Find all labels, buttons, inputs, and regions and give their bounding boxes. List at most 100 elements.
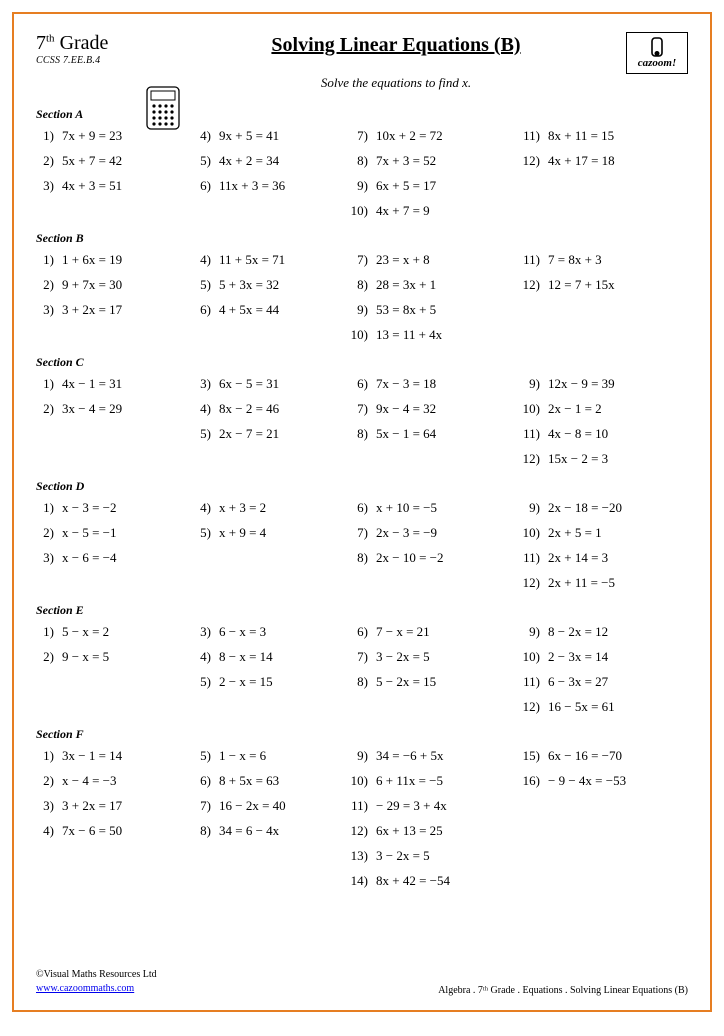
- problem-column: 5)1 − x = 66)8 + 5x = 637)16 − 2x = 408)…: [193, 748, 348, 889]
- problem-number: 5): [193, 153, 219, 169]
- equation-text: 9x + 5 = 41: [219, 128, 279, 144]
- problem-number: 1): [36, 624, 62, 640]
- problem-number: 4): [193, 252, 219, 268]
- problem-row: 10)6 + 11x = −5: [350, 773, 520, 789]
- header: 7th Grade CCSS 7.EE.B.4 Solving Linear E…: [36, 32, 688, 91]
- grade-word: Grade: [55, 32, 109, 54]
- problem-number: 1): [36, 748, 62, 764]
- equation-text: 5 − x = 2: [62, 624, 109, 640]
- problem-grid: 1)5 − x = 22)9 − x = 53)6 − x = 34)8 − x…: [36, 624, 688, 715]
- equation-text: 6x − 16 = −70: [548, 748, 622, 764]
- equation-text: x − 4 = −3: [62, 773, 117, 789]
- problem-column: 7)10x + 2 = 728)7x + 3 = 529)6x + 5 = 17…: [350, 128, 520, 219]
- problem-row: 4)11 + 5x = 71: [193, 252, 348, 268]
- website-link[interactable]: www.cazoommaths.com: [36, 983, 134, 994]
- problem-column: 6)7 − x = 217)3 − 2x = 58)5 − 2x = 15: [350, 624, 520, 715]
- problem-number: 7): [193, 798, 219, 814]
- problem-number: 1): [36, 128, 62, 144]
- problem-column: 6)7x − 3 = 187)9x − 4 = 328)5x − 1 = 64: [350, 376, 520, 467]
- problem-number: 3): [36, 302, 62, 318]
- problem-number: 10): [350, 203, 376, 219]
- problem-number: 9): [350, 302, 376, 318]
- problem-number: 2): [36, 773, 62, 789]
- equation-text: 16 − 5x = 61: [548, 699, 615, 715]
- problem-column: 1)x − 3 = −22)x − 5 = −13)x − 6 = −4: [36, 500, 191, 591]
- problem-number: 6): [193, 302, 219, 318]
- equation-text: − 9 − 4x = −53: [548, 773, 626, 789]
- problem-grid: 1)4x − 1 = 312)3x − 4 = 293)6x − 5 = 314…: [36, 376, 688, 467]
- problem-number: 1): [36, 376, 62, 392]
- equation-text: 16 − 2x = 40: [219, 798, 286, 814]
- problem-row: 12)12 = 7 + 15x: [522, 277, 682, 293]
- equation-text: 6x + 13 = 25: [376, 823, 443, 839]
- problem-row: 2)9 + 7x = 30: [36, 277, 191, 293]
- problem-grid: 1)x − 3 = −22)x − 5 = −13)x − 6 = −44)x …: [36, 500, 688, 591]
- page-title: Solving Linear Equations (B): [166, 34, 626, 57]
- problem-row: 12)2x + 11 = −5: [522, 575, 682, 591]
- equation-text: 3 − 2x = 5: [376, 848, 430, 864]
- equation-text: 5 − 2x = 15: [376, 674, 436, 690]
- problem-number: 7): [350, 401, 376, 417]
- problem-number: 7): [350, 252, 376, 268]
- problem-number: 5): [193, 748, 219, 764]
- problem-column: 4)x + 3 = 25)x + 9 = 4: [193, 500, 348, 591]
- problem-number: 14): [350, 873, 376, 889]
- equation-text: 4x − 8 = 10: [548, 426, 608, 442]
- equation-text: 3x − 4 = 29: [62, 401, 122, 417]
- problem-row: 5)4x + 2 = 34: [193, 153, 348, 169]
- problem-row: 1)3x − 1 = 14: [36, 748, 191, 764]
- problem-number: 7): [350, 525, 376, 541]
- problem-number: 4): [193, 401, 219, 417]
- problem-number: 10): [522, 401, 548, 417]
- equation-text: 9 − x = 5: [62, 649, 109, 665]
- problem-number: 1): [36, 500, 62, 516]
- problem-number: 16): [522, 773, 548, 789]
- problem-row: 7)2x − 3 = −9: [350, 525, 520, 541]
- problem-number: 15): [522, 748, 548, 764]
- problem-number: 9): [350, 178, 376, 194]
- problem-number: 11): [350, 798, 376, 814]
- equation-text: 12x − 9 = 39: [548, 376, 615, 392]
- equation-text: 6 − x = 3: [219, 624, 266, 640]
- problem-number: 9): [522, 500, 548, 516]
- grade-ordinal: th: [46, 32, 55, 44]
- problem-grid: 1)3x − 1 = 142)x − 4 = −33)3 + 2x = 174)…: [36, 748, 688, 889]
- problem-row: 6)4 + 5x = 44: [193, 302, 348, 318]
- equation-text: 1 + 6x = 19: [62, 252, 122, 268]
- problem-row: 2)9 − x = 5: [36, 649, 191, 665]
- problem-row: 3)3 + 2x = 17: [36, 798, 191, 814]
- grade-block: 7th Grade CCSS 7.EE.B.4: [36, 32, 166, 66]
- equation-text: x − 3 = −2: [62, 500, 117, 516]
- equation-text: 6 − 3x = 27: [548, 674, 608, 690]
- problem-column: 11)8x + 11 = 1512)4x + 17 = 18: [522, 128, 682, 219]
- problem-number: 3): [36, 798, 62, 814]
- problem-row: 10)4x + 7 = 9: [350, 203, 520, 219]
- problem-row: 4)8 − x = 14: [193, 649, 348, 665]
- grade-number: 7: [36, 32, 46, 54]
- equation-text: x + 10 = −5: [376, 500, 437, 516]
- equation-text: 6x + 5 = 17: [376, 178, 436, 194]
- problem-row: 2)x − 4 = −3: [36, 773, 191, 789]
- equation-text: 6x − 5 = 31: [219, 376, 279, 392]
- problem-column: 3)6x − 5 = 314)8x − 2 = 465)2x − 7 = 21: [193, 376, 348, 467]
- equation-text: 13 = 11 + 4x: [376, 327, 442, 343]
- equation-text: 9x − 4 = 32: [376, 401, 436, 417]
- problem-number: 12): [522, 451, 548, 467]
- equation-text: 2 − 3x = 14: [548, 649, 608, 665]
- sections-container: Section A1)7x + 9 = 232)5x + 7 = 423)4x …: [36, 107, 688, 889]
- problem-row: 2)x − 5 = −1: [36, 525, 191, 541]
- problem-number: 3): [36, 178, 62, 194]
- equation-text: 4x + 17 = 18: [548, 153, 615, 169]
- equation-text: 4x + 2 = 34: [219, 153, 279, 169]
- problem-number: 3): [36, 550, 62, 566]
- problem-column: 6)x + 10 = −57)2x − 3 = −98)2x − 10 = −2: [350, 500, 520, 591]
- problem-column: 15)6x − 16 = −7016)− 9 − 4x = −53: [522, 748, 682, 889]
- problem-number: 10): [522, 649, 548, 665]
- problem-grid: 1)7x + 9 = 232)5x + 7 = 423)4x + 3 = 514…: [36, 128, 688, 219]
- problem-row: 11)2x + 14 = 3: [522, 550, 682, 566]
- problem-number: 12): [522, 153, 548, 169]
- problem-row: 8)7x + 3 = 52: [350, 153, 520, 169]
- equation-text: − 29 = 3 + 4x: [376, 798, 447, 814]
- problem-number: 6): [193, 773, 219, 789]
- problem-column: 9)8 − 2x = 1210)2 − 3x = 1411)6 − 3x = 2…: [522, 624, 682, 715]
